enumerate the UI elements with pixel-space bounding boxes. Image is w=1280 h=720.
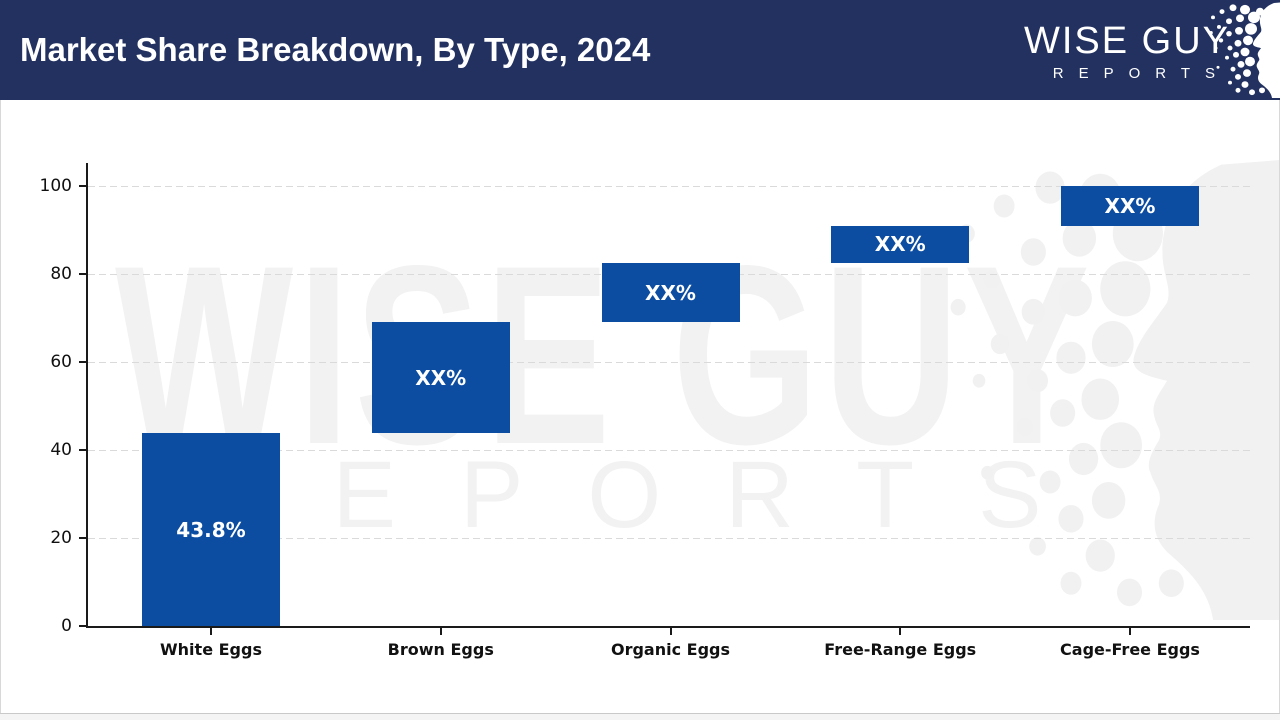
brand-name: WISE GUY (1023, 20, 1230, 62)
x-category-label-white-eggs: White Eggs (160, 640, 262, 659)
x-axis-tick-white-eggs (210, 628, 212, 635)
x-category-label-organic-eggs: Organic Eggs (610, 640, 731, 659)
y-axis-tick-label-100: 100 (39, 176, 72, 196)
bar-organic-eggs: XX% (601, 263, 740, 323)
x-axis-tick-organic-eggs (669, 628, 672, 635)
page-title: Market Share Breakdown, By Type, 2024 (20, 31, 651, 68)
x-axis-line (86, 626, 1250, 628)
bar-white-eggs: 43.8% (142, 433, 280, 626)
bar-value-label-free-range-eggs: XX% (874, 232, 926, 257)
watermark-text-line2: REPORTS (200, 442, 1106, 548)
bar-value-label-organic-eggs: XX% (645, 280, 696, 305)
y-axis-tick-20 (79, 537, 86, 539)
y-axis-tick-60 (79, 361, 86, 363)
y-axis-tick-label-0: 0 (61, 616, 72, 636)
y-axis-tick-label-20: 20 (50, 528, 72, 548)
y-axis-tick-100 (79, 185, 86, 187)
brand-logo: WISE GUY REPORTS (1020, 0, 1280, 100)
gridline-60 (88, 361, 1250, 363)
y-axis-tick-label-60: 60 (50, 352, 72, 372)
y-axis-tick-label-80: 80 (50, 264, 72, 284)
x-category-label-free-range-eggs: Free-Range Eggs (824, 640, 977, 659)
bar-value-label-cage-free-eggs: XX% (1104, 193, 1156, 218)
card-side-borders (0, 100, 1280, 714)
y-axis-tick-0 (79, 625, 86, 627)
footer-strip (0, 713, 1280, 720)
gridline-20 (88, 537, 1250, 539)
y-axis-tick-label-40: 40 (50, 440, 72, 460)
y-axis-line (86, 163, 88, 628)
brand-logo-text: WISE GUY REPORTS (1024, 22, 1230, 82)
brand-head-icon (1209, 2, 1280, 98)
bar-value-label-white-eggs: 43.8% (176, 517, 246, 542)
y-axis-tick-80 (79, 273, 86, 275)
y-axis-tick-40 (79, 449, 86, 451)
bar-free-range-eggs: XX% (831, 225, 970, 263)
x-axis-tick-cage-free-eggs (1129, 628, 1131, 635)
brand-subname: REPORTS (1052, 65, 1230, 82)
gridline-100 (88, 185, 1250, 187)
gridline-40 (88, 449, 1250, 451)
x-axis-tick-brown-eggs (439, 628, 442, 635)
x-category-label-brown-eggs: Brown Eggs (387, 640, 494, 659)
bar-brown-eggs: XX% (371, 322, 510, 434)
chart-plot-area: 0 20 40 60 80 100 43.8% White Eggs XX% Brown Eggs… (0, 100, 1280, 720)
header-banner: Market Share Breakdown, By Type, 2024 WI… (0, 0, 1280, 100)
x-category-label-cage-free-eggs: Cage-Free Eggs (1060, 640, 1200, 659)
bar-cage-free-eggs: XX% (1061, 186, 1199, 226)
x-axis-tick-free-range-eggs (899, 628, 902, 635)
bar-value-label-brown-eggs: XX% (415, 365, 467, 390)
